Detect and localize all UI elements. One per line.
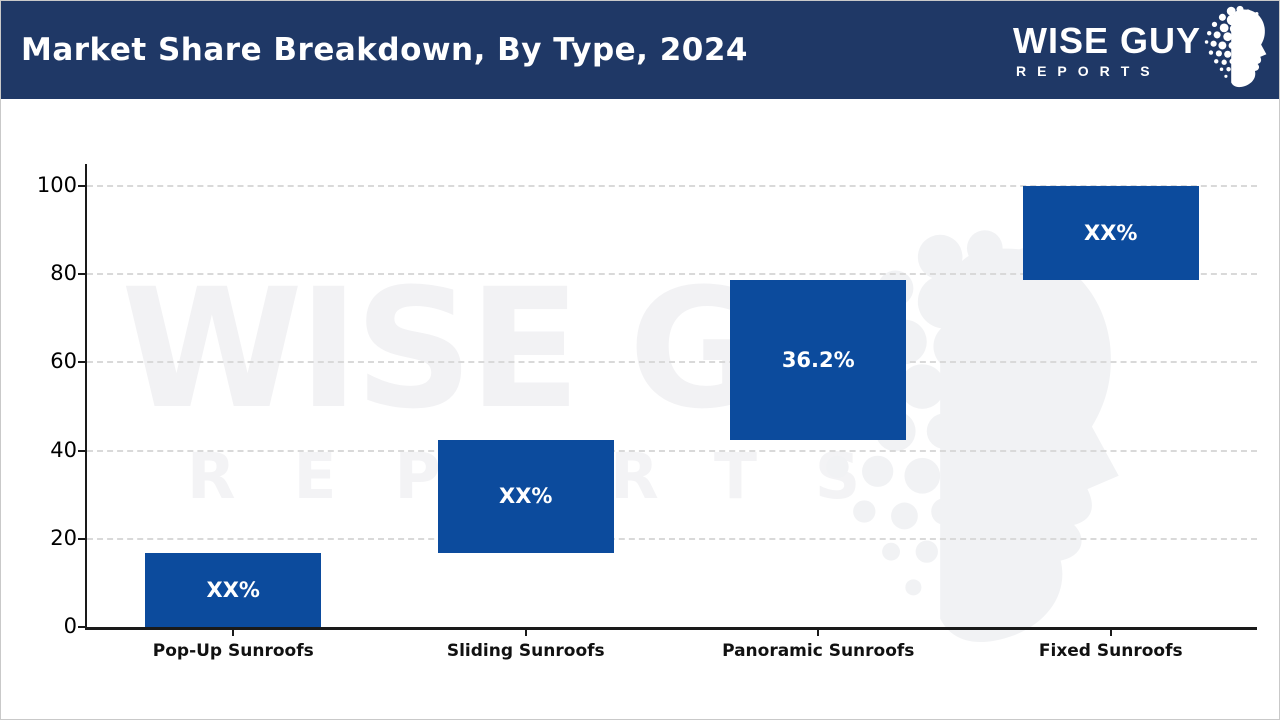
y-tick-mark-40 [78,449,86,452]
bar-value-label: XX% [1084,220,1138,245]
bar-value-label: 36.2% [781,347,855,372]
bar-value-label: XX% [499,484,553,509]
y-tick-mark-20 [78,537,86,540]
y-tick-label-40: 40 [50,437,77,462]
x-tick-mark-panoramic-sunroofs [817,630,820,636]
gridline-80 [87,273,1257,276]
x-category-label-panoramic-sunroofs: Panoramic Sunroofs [722,641,915,661]
y-tick-mark-0 [78,626,86,628]
y-tick-mark-100 [78,185,86,187]
logo-wordmark: WISE GUY [1012,20,1201,61]
y-tick-label-20: 20 [50,525,77,550]
wise-guy-head-icon [1204,5,1267,88]
y-tick-label-0: 0 [63,614,77,638]
x-category-label-pop-up-sunroofs: Pop-Up Sunroofs [152,641,314,661]
page-title: Market Share Breakdown, By Type, 2024 [21,32,749,68]
x-axis-line [85,627,1257,630]
bar-panoramic-sunroofs: 36.2% [730,279,907,440]
logo-text: WISE GUY REPORTS [1012,20,1201,80]
bar-fixed-sunroofs: XX% [1022,186,1199,280]
logo: WISE GUY REPORTS [1013,5,1273,95]
gridline-60 [87,361,1257,364]
logo-reports-label: REPORTS [1015,63,1161,79]
x-category-label-sliding-sunroofs: Sliding Sunroofs [446,641,605,661]
x-tick-mark-sliding-sunroofs [524,630,527,636]
x-tick-mark-fixed-sunroofs [1109,630,1112,636]
y-tick-mark-80 [78,273,86,276]
y-tick-label-60: 60 [50,349,77,374]
bar-pop-up-sunroofs: XX% [145,552,322,627]
y-tick-label-80: 80 [50,261,77,286]
y-tick-label-100: 100 [36,173,77,197]
gridline-20 [87,537,1257,540]
gridline-100 [87,185,1257,187]
bar-sliding-sunroofs: XX% [437,439,614,553]
x-tick-mark-pop-up-sunroofs [232,630,235,636]
y-axis-line [85,163,87,630]
x-category-label-fixed-sunroofs: Fixed Sunroofs [1038,641,1183,661]
y-tick-mark-60 [78,361,86,364]
bar-value-label: XX% [206,577,260,602]
header: Market Share Breakdown, By Type, 2024 WI… [1,1,1279,99]
gridline-40 [87,449,1257,452]
